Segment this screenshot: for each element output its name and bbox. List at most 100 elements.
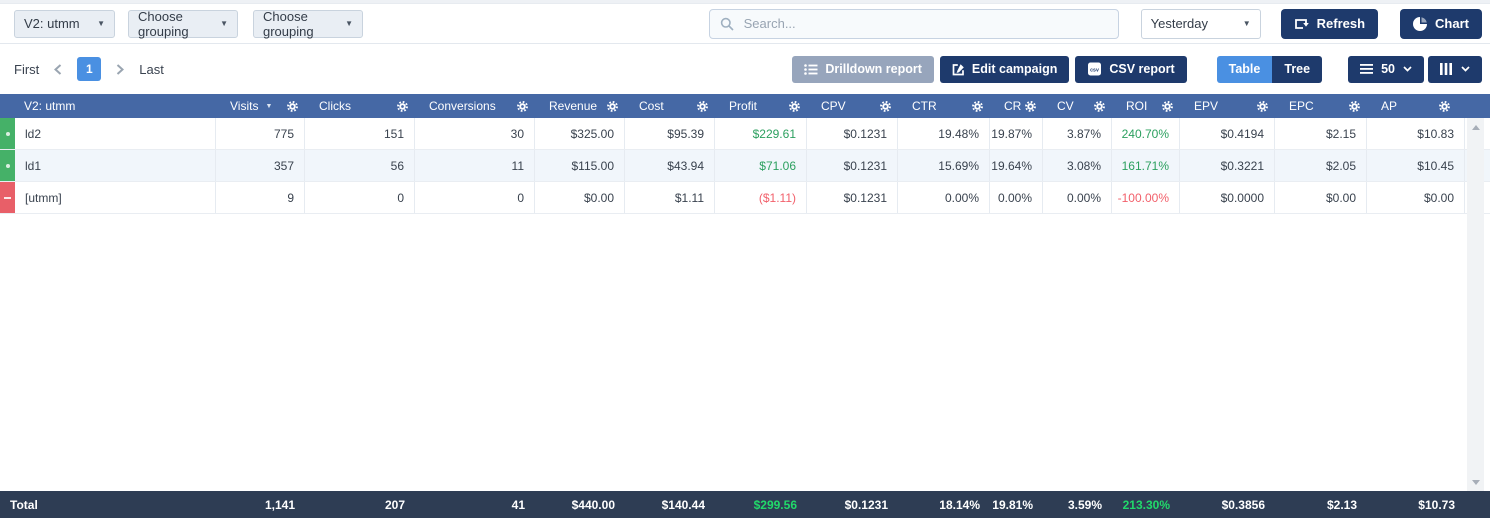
roi-cell: 161.71% [1112,150,1180,181]
column-label: CPV [821,99,846,113]
gear-icon[interactable] [789,100,800,112]
edit-campaign-label: Edit campaign [971,62,1058,76]
ctr-cell: 0.00% [898,182,990,213]
gear-icon[interactable] [1349,100,1360,112]
gear-icon[interactable] [1025,100,1036,112]
column-header-epc[interactable]: EPC [1275,94,1367,118]
vertical-scrollbar[interactable] [1467,118,1484,491]
column-label: Revenue [549,99,598,113]
epc-cell: $2.05 [1275,150,1367,181]
tree-view-button[interactable]: Tree [1272,55,1323,83]
gear-icon[interactable] [397,100,408,112]
csv-report-button[interactable]: csv CSV report [1075,55,1187,83]
total-cost: $140.44 [661,497,705,512]
table-row[interactable]: ld1 357 56 11 $115.00 $43.94 $71.06 $0.1… [0,150,1490,182]
table-view-button[interactable]: Table [1216,55,1273,83]
column-label: Visits [230,99,259,113]
edit-campaign-button[interactable]: Edit campaign [939,55,1070,83]
total-cv: 3.59% [1067,497,1102,512]
gear-icon[interactable] [517,100,528,112]
column-label: Clicks [319,99,351,113]
visits-cell: 775 [216,118,305,149]
chevron-left-icon[interactable] [54,63,62,75]
name-cell: [utmm] [0,182,216,213]
cost-cell: $43.94 [625,150,715,181]
gear-icon[interactable] [1257,100,1268,112]
roi-cell: 240.70% [1112,118,1180,149]
total-ctr: 18.14% [939,497,980,512]
column-header-ctr[interactable]: CTR [898,94,990,118]
drilldown-report-button[interactable]: Drilldown report [792,55,934,83]
column-label: Profit [729,99,758,113]
gear-icon[interactable] [697,100,708,112]
date-range-select[interactable]: Yesterday ▼ [1140,8,1261,39]
scroll-up-button[interactable] [1467,120,1484,134]
chart-button[interactable]: Chart [1400,8,1482,39]
gear-icon[interactable] [972,100,983,112]
column-header-conversions[interactable]: Conversions [415,94,535,118]
row-name: ld1 [25,158,42,173]
clicks-cell: 0 [305,182,415,213]
gear-icon[interactable] [1162,100,1173,112]
gear-icon[interactable] [1094,100,1105,112]
table-view-label: Table [1228,62,1261,76]
variable-select-value: V2: utmm [24,16,80,31]
grouping-select-1[interactable]: Choose grouping ▼ [128,8,238,39]
refresh-button[interactable]: Refresh [1280,8,1379,39]
status-indicator-positive [0,150,15,181]
ap-cell: $0.00 [1367,182,1465,213]
row-name: ld2 [25,126,42,141]
column-label: AP [1381,99,1398,113]
columns-button[interactable] [1428,55,1482,83]
column-header-cost[interactable]: Cost [625,94,715,118]
pagination-last[interactable]: Last [139,61,164,77]
total-label: Total [10,497,38,512]
variable-select[interactable]: V2: utmm ▼ [14,9,115,38]
total-cr: 19.81% [992,497,1033,512]
pagination-first[interactable]: First [14,61,40,77]
grouping-select-2[interactable]: Choose grouping ▼ [253,9,363,39]
page-size-button[interactable]: 50 [1348,55,1424,83]
caret-down-icon: ▼ [345,19,353,28]
visits-cell: 9 [216,182,305,213]
date-range-value: Yesterday [1150,16,1208,31]
column-header-roi[interactable]: ROI [1112,94,1180,118]
gear-icon[interactable] [607,100,618,112]
column-header-profit[interactable]: Profit [715,94,807,118]
ap-cell: $10.83 [1367,118,1465,149]
column-header-revenue[interactable]: Revenue [535,94,625,118]
column-header-cv[interactable]: CV [1043,94,1112,118]
grouping-select-1-value: Choose grouping [138,8,189,39]
column-label: V2: utmm [24,99,76,113]
search-input[interactable] [741,15,1108,32]
table-row[interactable]: [utmm] 9 0 0 $0.00 $1.11 ($1.11) $0.1231… [0,182,1490,214]
clicks-cell: 151 [305,118,415,149]
action-bar: First 1 Last Drilldown report [0,44,1490,94]
total-visits: 1,141 [264,497,295,512]
total-clicks: 207 [384,497,405,512]
column-header-name[interactable]: V2: utmm [0,94,216,118]
column-header-visits[interactable]: Visits ▼ [216,94,305,118]
chevron-right-icon[interactable] [116,63,125,75]
column-header-cpv[interactable]: CPV [807,94,898,118]
table-row[interactable]: ld2 775 151 30 $325.00 $95.39 $229.61 $0… [0,118,1490,150]
scroll-down-button[interactable] [1467,475,1484,489]
table-body: ld2 775 151 30 $325.00 $95.39 $229.61 $0… [0,118,1490,491]
column-header-epv[interactable]: EPV [1180,94,1275,118]
conversions-cell: 30 [415,118,535,149]
profit-cell: $71.06 [715,150,807,181]
page-size-value: 50 [1381,62,1395,76]
gear-icon[interactable] [287,100,298,112]
gear-icon[interactable] [1439,100,1450,112]
column-header-ap[interactable]: AP [1367,94,1490,118]
cpv-cell: $0.1231 [807,182,898,213]
gear-icon[interactable] [880,100,891,112]
pagination-page-1[interactable]: 1 [77,57,102,81]
column-label: CTR [912,99,937,113]
cr-cell: 19.64% [990,150,1043,181]
column-header-cr[interactable]: CR [990,94,1043,118]
csv-glyph: csv [1091,68,1100,74]
column-header-clicks[interactable]: Clicks [305,94,415,118]
total-profit: $299.56 [753,497,797,512]
